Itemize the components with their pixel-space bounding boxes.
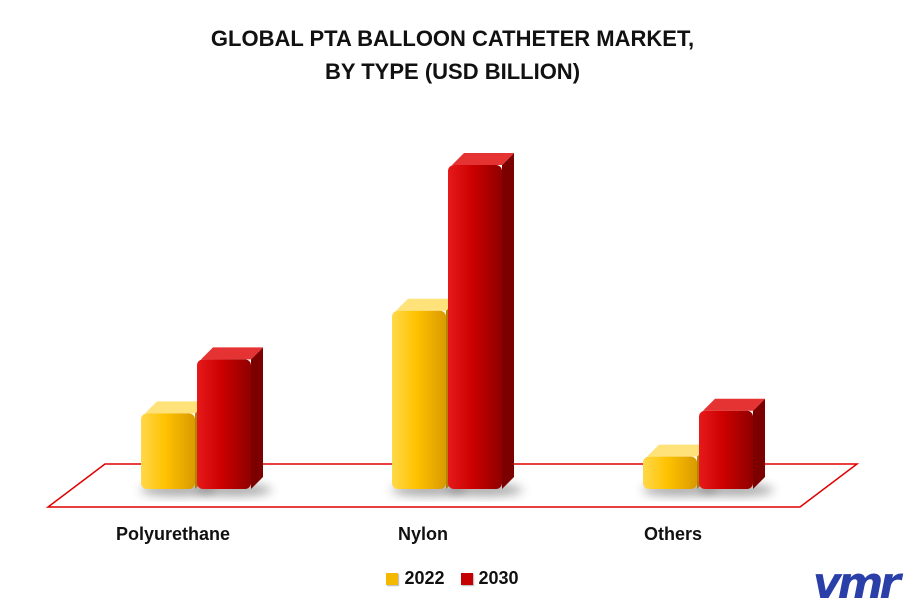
bar-nylon-2022[interactable] [392,310,446,489]
bar-others-2022[interactable] [643,456,697,489]
legend-swatch-2022 [386,572,399,585]
category-label-nylon: Nylon [397,524,448,544]
chart-title-line-1: GLOBAL PTA BALLOON CATHETER MARKET, [210,26,695,51]
bar-top-nylon-2030 [452,153,514,165]
category-label-others: Others [643,524,703,544]
legend-label-2030: 2030 [478,568,519,588]
bar-top-polyurethane-2022 [145,401,207,414]
legend-swatch-2030 [460,572,473,585]
legend-item-2030[interactable]: 2030 [460,568,519,589]
chart-title-line-2: BY TYPE (USD BILLION) [324,59,581,84]
bar-nylon-2030[interactable] [448,165,502,489]
bars-group [140,153,774,496]
bar-polyurethane-2022[interactable] [141,413,195,489]
legend: 2022 2030 [0,568,905,589]
bar-side-nylon-2030 [502,153,514,489]
bar-side-others-2030 [753,398,765,489]
bar-polyurethane-2030[interactable] [197,359,251,489]
bar-top-others-2030 [703,398,765,411]
legend-item-2022[interactable]: 2022 [386,568,445,589]
bar-side-polyurethane-2030 [251,347,263,489]
bar-others-2030[interactable] [699,410,753,489]
vmr-logo: vmr [812,558,901,609]
category-label-polyurethane: Polyurethane [115,524,231,544]
chart-title: GLOBAL PTA BALLOON CATHETER MARKET, BY T… [0,22,905,88]
legend-label-2022: 2022 [404,568,445,588]
bar-top-polyurethane-2030 [201,347,263,360]
bar-top-nylon-2022 [396,298,458,311]
bar-top-others-2022 [647,444,709,457]
